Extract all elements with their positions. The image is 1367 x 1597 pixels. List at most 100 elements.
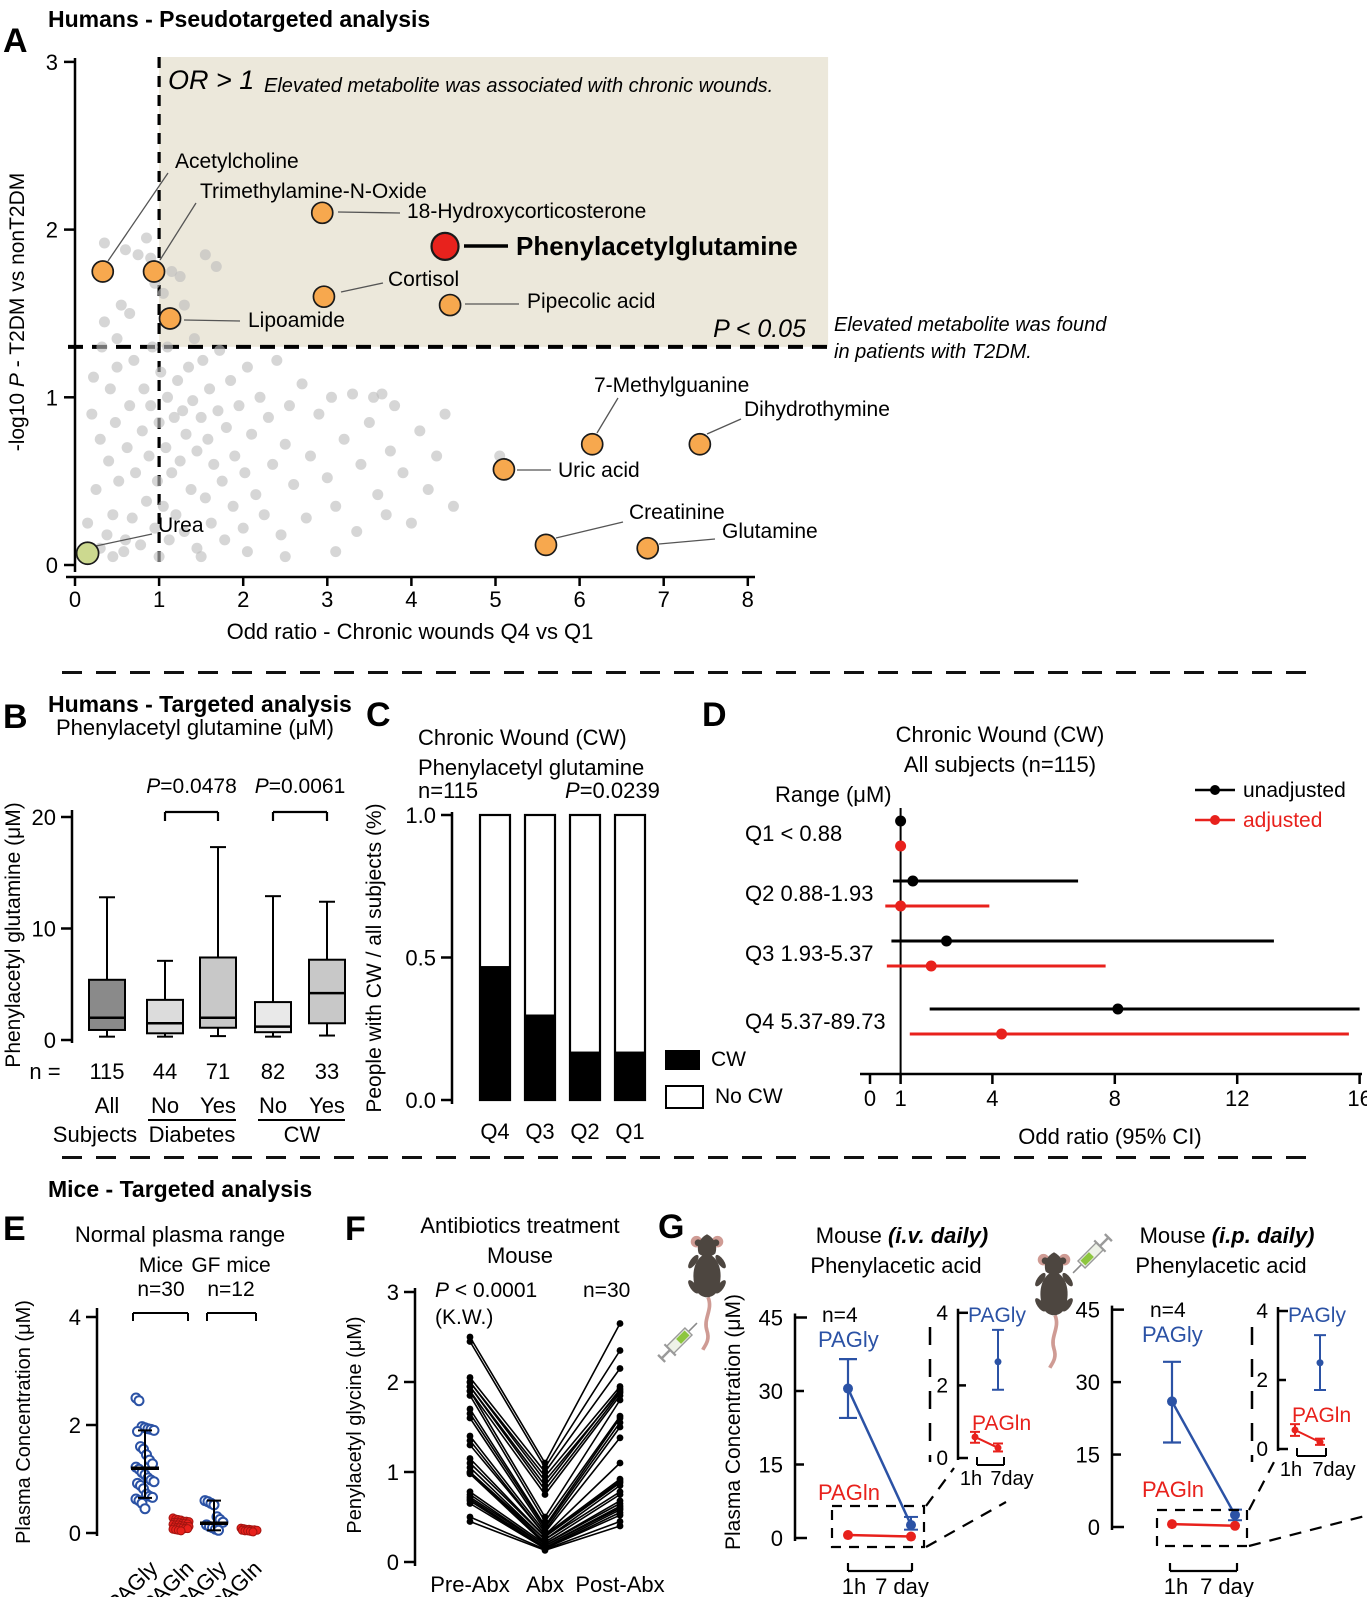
metabolite-point-dihydrothymine [688,432,712,456]
box-2 [199,956,237,1029]
g-n-1: n=4 [1150,1299,1186,1322]
svg-text:2: 2 [237,587,249,612]
metabolite-label: Pipecolic acid [527,290,655,313]
g-pagly-label-0: PAGly [818,1327,879,1352]
svg-text:0: 0 [1088,1515,1100,1540]
svg-text:0: 0 [387,1550,399,1575]
svg-text:0.0: 0.0 [405,1088,436,1113]
svg-text:2: 2 [387,1370,399,1395]
svg-text:Q1: Q1 [615,1119,644,1144]
svg-text:15: 15 [759,1453,783,1478]
svg-text:1: 1 [387,1460,399,1485]
no-cw-legend-row: No CW [665,1085,783,1109]
syringe-icon [657,1322,698,1363]
svg-text:30: 30 [759,1379,783,1404]
g-pagln-label-1: PAGln [1142,1477,1204,1502]
metabolite-label: 18-Hydroxycorticosterone [407,200,646,223]
g-subtitle-1: Phenylacetic acid [1135,1253,1306,1278]
panel-label-f: F [345,1210,366,1248]
svg-text:Yes: Yes [200,1093,236,1118]
d-row-label: Q3 1.93-5.37 [745,941,873,966]
g-n-0: n=4 [822,1304,858,1327]
section-title-pseudotargeted: Humans - Pseudotargeted analysis [48,6,431,32]
f-pvalue: P < 0.0001 [435,1279,537,1302]
panel-label-a: A [3,22,28,60]
panel-label-c: C [366,696,391,734]
svg-text:Q3: Q3 [525,1119,554,1144]
cw-swatch [665,1050,700,1070]
panel-g-pk-charts: Mouse (i.v. daily) Phenylacetic acid 0 15 30… [657,1223,1366,1597]
section-divider-1 [62,671,1314,674]
f-title-2: Mouse [487,1243,553,1268]
svg-text:1h: 1h [960,1468,982,1490]
svg-text:20: 20 [32,805,56,830]
no-cw-swatch [665,1085,704,1109]
section-divider-2 [62,1156,1314,1159]
panel-c-stacked-bar-chart: Chronic Wound (CW) Phenylacetyl glutamine… [363,725,660,1144]
g-inset-pagln-label-0: PAGln [972,1412,1031,1435]
panel-a-volcano-chart: 0 1 2 3 -log10 P - T2DM vs nonT2DM 0 1 2 3 4 5 6 7 8 O… [6,50,1107,644]
d-title-2: All subjects (n=115) [904,752,1096,777]
svg-text:0: 0 [864,1086,876,1111]
svg-text:30: 30 [1076,1370,1100,1395]
panel-label-e: E [3,1210,26,1248]
svg-text:0.5: 0.5 [405,946,436,971]
svg-text:1: 1 [153,587,165,612]
mouse-ip-icon [1035,1252,1073,1369]
c-n: n=115 [418,778,478,803]
metabolite-label: Glutamine [722,520,818,543]
no-cw-legend-label: No CW [715,1085,783,1108]
metabolite-point-pipecolic-acid [438,293,462,317]
metabolite-label: Creatinine [629,501,725,524]
panel-label-d: D [702,696,727,734]
box-0 [88,978,126,1031]
svg-text:82: 82 [261,1059,285,1084]
c-bar-cw [615,1051,645,1100]
svg-text:n =: n = [29,1059,60,1084]
svg-text:15: 15 [1076,1443,1100,1468]
svg-text:2: 2 [936,1374,948,1397]
d-legend-adjusted: adjusted [1243,809,1322,832]
g-zoom-box-1 [1155,1508,1249,1548]
metabolite-point-urea [75,541,100,566]
svg-text:5: 5 [489,587,501,612]
svg-text:GF mice: GF mice [191,1254,270,1277]
metabolite-point-cortisol [312,285,336,309]
metabolite-label: Urea [158,514,204,537]
svg-text:2: 2 [1256,1369,1268,1392]
panel-d-forest-plot: Chronic Wound (CW) All subjects (n=115) Ra… [745,722,1367,1149]
b-title: Phenylacetyl glutamine (μM) [56,715,334,740]
svg-text:45: 45 [759,1306,783,1331]
d-x-axis-label: Odd ratio (95% CI) [1018,1124,1201,1149]
p-caption-line1: Elevated metabolite was found [834,314,1107,336]
metabolite-label: Uric acid [558,459,640,482]
svg-text:Post-Abx: Post-Abx [575,1572,664,1597]
metabolite-point-glutamine [636,536,660,560]
svg-text:115: 115 [89,1059,124,1084]
metabolite-point-acetylcholine [91,260,115,283]
svg-text:Subjects: Subjects [53,1122,137,1147]
svg-text:44: 44 [153,1059,177,1084]
svg-text:1: 1 [894,1086,906,1111]
svg-text:3: 3 [46,50,58,75]
svg-text:No: No [259,1093,287,1118]
c-bar-cw [570,1051,600,1100]
g-subtitle-0: Phenylacetic acid [810,1253,981,1278]
panel-b-boxplot-chart: Phenylacetyl glutamine (μM) Phenylacetyl … [2,715,346,1147]
g-zoom-box-0 [830,1504,926,1549]
svg-text:0: 0 [936,1447,948,1470]
metabolite-point-uric-acid [492,458,516,481]
metabolite-label: Dihydrothymine [744,398,890,421]
e-title: Normal plasma range [75,1222,285,1247]
svg-text:2: 2 [69,1413,81,1438]
svg-text:3: 3 [387,1280,399,1305]
d-row-label: Q2 0.88-1.93 [745,881,873,906]
svg-text:All: All [95,1093,119,1118]
g-pagln-label-0: PAGln [818,1480,880,1505]
d-legend-unadjusted: unadjusted [1243,779,1346,802]
svg-text:4: 4 [405,587,417,612]
svg-text:Q2: Q2 [570,1119,599,1144]
metabolite-label: Lipoamide [248,309,345,332]
d-row-label: Q1 < 0.88 [745,821,842,846]
